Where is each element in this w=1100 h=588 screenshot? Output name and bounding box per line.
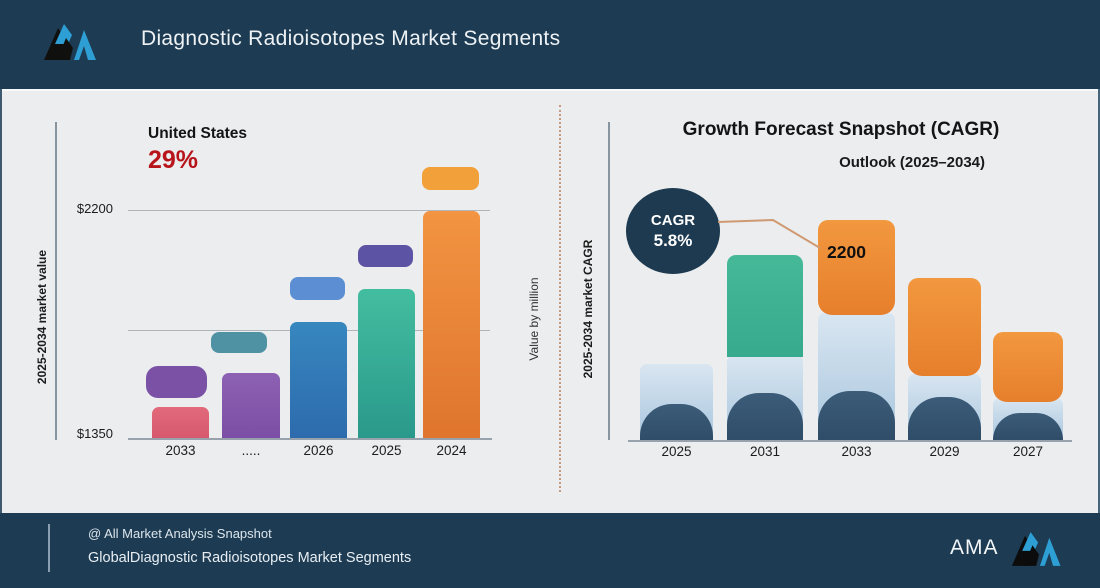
right-chart-bar-segment-navy bbox=[908, 397, 981, 440]
right-chart-bar-segment-orange bbox=[908, 278, 981, 376]
left-y-tick-2200: $2200 bbox=[76, 201, 113, 216]
right-chart-bar-segment-orange bbox=[993, 332, 1063, 402]
left-chart-bar-cap bbox=[422, 167, 479, 190]
left-y-axis bbox=[55, 122, 57, 440]
right-x-tick-label: 2029 bbox=[929, 444, 960, 459]
left-x-tick-label: ..... bbox=[241, 443, 261, 458]
footer-brand-text: AMA bbox=[950, 536, 999, 559]
left-x-tick-label: 2033 bbox=[165, 443, 196, 458]
left-chart-bar bbox=[423, 211, 480, 438]
left-y-tick-1350: $1350 bbox=[76, 426, 113, 441]
right-chart-subtitle: Outlook (2025–2034) bbox=[839, 154, 985, 171]
left-chart-highlight-value: 29% bbox=[148, 146, 199, 174]
cagr-badge-label: CAGR bbox=[650, 211, 696, 229]
left-chart-bar-cap bbox=[211, 332, 267, 353]
right-chart-bar-segment-navy bbox=[993, 413, 1063, 440]
right-chart-bar-segment-orange bbox=[818, 220, 895, 315]
right-y-axis bbox=[608, 122, 610, 440]
right-y-axis-label: 2025-2034 market CAGR bbox=[581, 239, 595, 379]
footer-snapshot-text: @ All Market Analysis Snapshot bbox=[88, 526, 272, 541]
left-chart-region-label: United States bbox=[148, 125, 248, 142]
left-chart-bar-cap bbox=[146, 366, 207, 398]
value-by-million-label: Value by million bbox=[527, 277, 541, 361]
cagr-badge: CAGR 5.8% bbox=[626, 188, 720, 274]
footer-bar: @ All Market Analysis Snapshot GlobalDia… bbox=[0, 513, 1100, 588]
right-chart-bar-segment-teal bbox=[727, 255, 803, 357]
chart-divider bbox=[559, 105, 561, 492]
left-chart-bar bbox=[290, 322, 347, 438]
footer-title-text: GlobalDiagnostic Radioisotopes Market Se… bbox=[88, 550, 412, 566]
left-chart-bar-cap bbox=[358, 245, 413, 267]
right-x-tick-label: 2027 bbox=[1012, 444, 1044, 459]
right-x-tick-label: 2031 bbox=[749, 444, 781, 459]
ama-logo-icon bbox=[44, 24, 96, 60]
left-y-axis-label: 2025-2034 market value bbox=[35, 249, 49, 385]
right-x-tick-label: 2025 bbox=[661, 444, 692, 459]
left-x-tick-label: 2025 bbox=[371, 443, 402, 458]
bar-data-label-2200: 2200 bbox=[827, 242, 866, 262]
left-gridline-2200 bbox=[128, 210, 490, 211]
left-chart-bar-cap bbox=[290, 277, 345, 300]
left-x-axis bbox=[128, 438, 492, 440]
page-title: Diagnostic Radioisotopes Market Segments bbox=[141, 27, 561, 50]
right-chart-title: Growth Forecast Snapshot (CAGR) bbox=[682, 119, 1000, 140]
right-chart-bar-segment-navy bbox=[727, 393, 803, 440]
left-chart-bar bbox=[222, 373, 280, 438]
ama-footer-logo-icon bbox=[1011, 532, 1061, 566]
cagr-badge-value: 5.8% bbox=[653, 230, 693, 250]
left-x-tick-label: 2024 bbox=[436, 443, 467, 458]
left-chart-bar bbox=[152, 407, 209, 438]
header-bar: Diagnostic Radioisotopes Market Segments bbox=[0, 0, 1100, 89]
left-chart-bar bbox=[358, 289, 415, 438]
left-x-tick-label: 2026 bbox=[303, 443, 334, 458]
right-chart-bar-segment-navy bbox=[640, 404, 713, 440]
right-x-axis bbox=[628, 440, 1072, 442]
right-chart-bar-segment-navy bbox=[818, 391, 895, 440]
cagr-connector-line bbox=[717, 218, 821, 249]
right-x-tick-label: 2033 bbox=[841, 444, 872, 459]
footer-divider bbox=[48, 524, 50, 572]
